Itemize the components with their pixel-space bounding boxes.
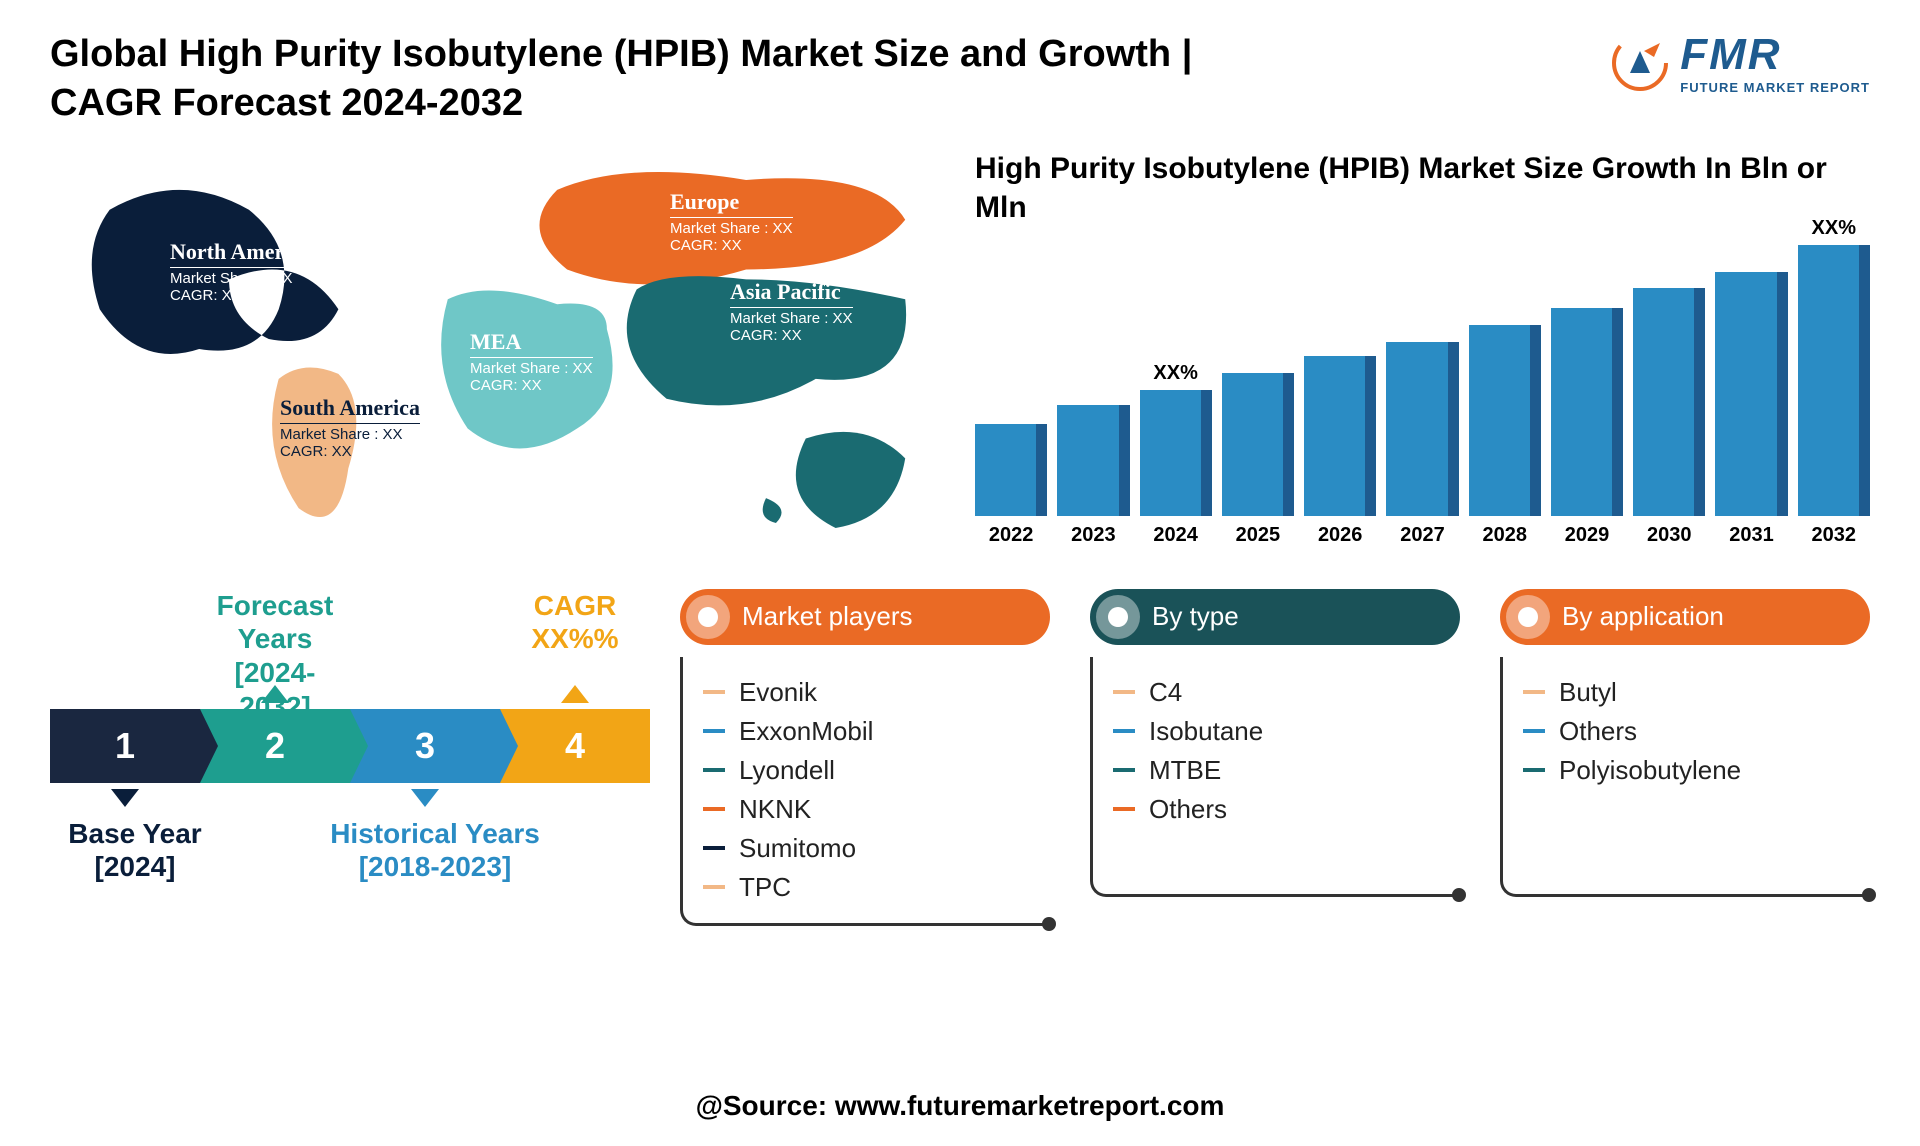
list-item: Polyisobutylene (1523, 751, 1858, 790)
tick-icon (703, 729, 725, 733)
region-south-america: South AmericaMarket Share : XXCAGR: XX (280, 395, 420, 460)
bar-2029: 2029 (1551, 308, 1623, 547)
list-item: Lyondell (703, 751, 1038, 790)
fmr-logo: FMR FUTURE MARKET REPORT (1610, 30, 1870, 95)
pill-dot-icon (1506, 595, 1550, 639)
list-item: TPC (703, 868, 1038, 907)
logo-text-main: FMR (1680, 30, 1870, 80)
info-box: C4IsobutaneMTBEOthers (1090, 657, 1460, 897)
tick-icon (703, 846, 725, 850)
timeline-seg-4: 4 (500, 709, 650, 783)
chart-title: High Purity Isobutylene (HPIB) Market Si… (975, 149, 1870, 227)
info-col-by-application: By application ButylOthersPolyisobutylene (1500, 589, 1870, 926)
list-item: ExxonMobil (703, 712, 1038, 751)
tick-icon (1113, 807, 1135, 811)
region-north-america: North AmericaMarket Share : XXCAGR: XX (170, 239, 311, 304)
list-item: C4 (1113, 673, 1448, 712)
list-item: Isobutane (1113, 712, 1448, 751)
region-europe: EuropeMarket Share : XXCAGR: XX (670, 189, 793, 254)
list-item: Sumitomo (703, 829, 1038, 868)
tick-icon (703, 690, 725, 694)
tick-icon (1113, 690, 1135, 694)
timeline: Forecast Years[2024-2032]CAGRXX%% 1234 B… (50, 589, 650, 929)
bar-2022: 2022 (975, 424, 1047, 547)
tick-icon (1113, 768, 1135, 772)
timeline-seg-2: 2 (200, 709, 350, 783)
timeline-label-historical-years: Historical Years[2018-2023] (330, 817, 540, 884)
pill-header: Market players (680, 589, 1050, 645)
info-col-by-type: By type C4IsobutaneMTBEOthers (1090, 589, 1460, 926)
arrow-up-icon (561, 685, 589, 703)
list-item: Others (1113, 790, 1448, 829)
bar-2032: XX%2032 (1798, 245, 1870, 546)
tick-icon (1523, 690, 1545, 694)
tick-icon (1113, 729, 1135, 733)
info-col-market-players: Market players EvonikExxonMobilLyondellNK… (680, 589, 1050, 926)
world-map: North AmericaMarket Share : XXCAGR: XX So… (50, 149, 945, 549)
bar-2023: 2023 (1057, 405, 1129, 547)
tick-icon (703, 807, 725, 811)
tick-icon (703, 768, 725, 772)
arrow-down-icon (111, 789, 139, 807)
info-box: EvonikExxonMobilLyondellNKNKSumitomoTPC (680, 657, 1050, 926)
bar-2028: 2028 (1469, 325, 1541, 547)
list-item: Butyl (1523, 673, 1858, 712)
pill-dot-icon (1096, 595, 1140, 639)
list-item: Evonik (703, 673, 1038, 712)
timeline-label-forecast-years: Forecast Years[2024-2032] (200, 589, 350, 723)
bar-2027: 2027 (1386, 342, 1458, 547)
pill-header: By application (1500, 589, 1870, 645)
timeline-label-cagr: CAGRXX%% (500, 589, 650, 656)
tick-icon (1523, 729, 1545, 733)
tick-icon (703, 885, 725, 889)
list-item: Others (1523, 712, 1858, 751)
info-box: ButylOthersPolyisobutylene (1500, 657, 1870, 897)
arrow-down-icon (411, 789, 439, 807)
bar-2031: 2031 (1715, 272, 1787, 546)
timeline-seg-1: 1 (50, 709, 200, 783)
bar-2030: 2030 (1633, 288, 1705, 547)
region-asia-pacific: Asia PacificMarket Share : XXCAGR: XX (730, 279, 853, 344)
tick-icon (1523, 768, 1545, 772)
bar-2026: 2026 (1304, 356, 1376, 546)
logo-text-sub: FUTURE MARKET REPORT (1680, 80, 1870, 95)
bar-chart: 20222023XX%20242025202620272028202920302… (975, 247, 1870, 547)
source-label: @Source: www.futuremarketreport.com (0, 1090, 1920, 1122)
bar-chart-section: High Purity Isobutylene (HPIB) Market Si… (975, 149, 1870, 549)
pill-header: By type (1090, 589, 1460, 645)
arrow-up-icon (261, 685, 289, 703)
page-title: Global High Purity Isobutylene (HPIB) Ma… (50, 30, 1250, 129)
pill-dot-icon (686, 595, 730, 639)
timeline-seg-3: 3 (350, 709, 500, 783)
region-mea: MEAMarket Share : XXCAGR: XX (470, 329, 593, 394)
list-item: NKNK (703, 790, 1038, 829)
list-item: MTBE (1113, 751, 1448, 790)
timeline-label-base-year: Base Year[2024] (30, 817, 240, 884)
bar-2024: XX%2024 (1140, 390, 1212, 547)
logo-icon (1610, 33, 1670, 93)
bar-2025: 2025 (1222, 373, 1294, 547)
